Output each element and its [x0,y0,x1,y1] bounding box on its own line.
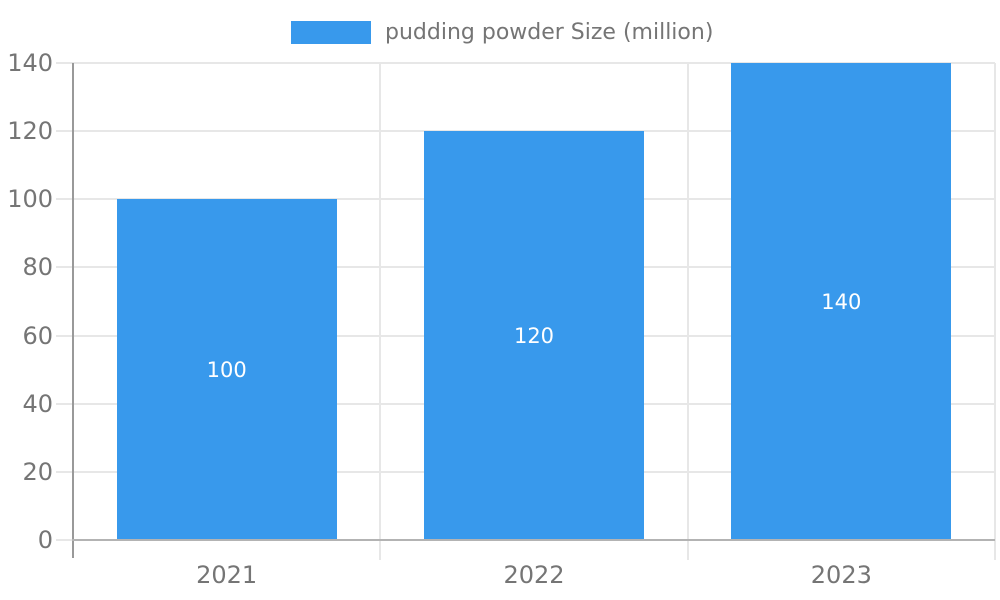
legend-item[interactable]: pudding powder Size (million) [291,15,713,49]
x-tick-label: 2023 [810,561,872,589]
y-tick-label: 140 [7,49,53,77]
x-tick-label: 2021 [196,561,258,589]
y-tick-label: 80 [22,253,53,282]
y-axis-line [72,63,74,558]
h-gridline [56,62,995,64]
bar-2022[interactable] [424,131,644,539]
y-tick-label: 100 [7,185,53,214]
x-tick-label: 2022 [503,561,565,589]
legend-label: pudding powder Size (million) [385,19,714,45]
y-tick-label: 60 [22,321,53,350]
bar-2021[interactable] [116,199,337,539]
bar-value-label: 120 [513,323,555,348]
v-gridline [994,63,996,560]
y-tick-label: 0 [37,526,53,554]
y-tick-label: 20 [22,457,53,486]
x-axis-line [72,539,995,541]
legend-swatch-icon [291,20,371,44]
y-tick-label: 40 [22,389,53,418]
bar-2023[interactable] [731,63,952,539]
v-gridline [379,63,382,560]
y-tick-label: 120 [7,117,53,146]
bar-value-label: 100 [206,357,247,382]
v-gridline [686,63,689,560]
bar-value-label: 140 [821,289,862,314]
